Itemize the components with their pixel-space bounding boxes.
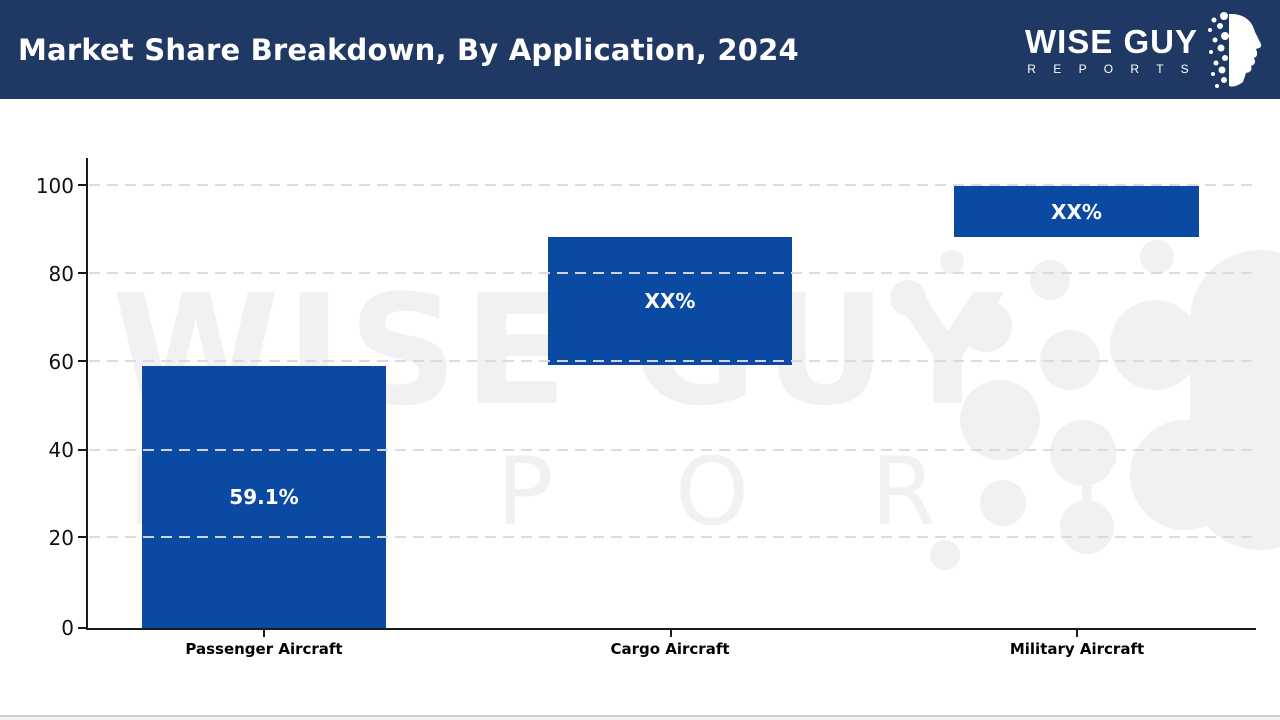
y-axis [86, 158, 88, 628]
wise-guy-logo: WISE GUY R E P O R T S [1025, 8, 1266, 92]
logo-subtitle: R E P O R T S [1027, 61, 1196, 76]
gridline-100 [89, 184, 1256, 186]
y-tick [78, 449, 86, 451]
x-label-passenger-aircraft: Passenger Aircraft [185, 640, 343, 658]
bar-military-aircraft: XX% [954, 186, 1199, 237]
y-tick-label: 20 [48, 526, 74, 550]
logo-face-icon [1208, 11, 1262, 88]
bar-cargo-aircraft: XX% [548, 237, 792, 365]
y-tick-label: 100 [35, 174, 74, 198]
y-tick [78, 536, 86, 538]
y-tick [78, 627, 86, 629]
y-tick-label: 80 [48, 262, 74, 286]
y-tick-label: 40 [48, 438, 74, 462]
bar-value-label: XX% [1051, 199, 1102, 224]
x-axis [86, 628, 1256, 630]
y-tick [78, 184, 86, 186]
logo-text: WISE GUY R E P O R T S [1025, 25, 1198, 75]
x-label-military-aircraft: Military Aircraft [1009, 640, 1145, 658]
y-tick [78, 360, 86, 362]
footer-divider [0, 715, 1280, 717]
bar-value-label: XX% [644, 289, 696, 313]
bar-value-label: 59.1% [229, 485, 299, 509]
gridline-20 [89, 536, 1256, 538]
gridline-40 [89, 449, 1256, 451]
gridline-60 [89, 360, 1256, 362]
header-bar: Market Share Breakdown, By Application, … [0, 0, 1280, 99]
x-label-cargo-aircraft: Cargo Aircraft [610, 640, 730, 658]
bar-passenger-aircraft: 59.1% [142, 366, 386, 628]
y-tick-label: 0 [61, 616, 74, 640]
x-tick [1076, 630, 1078, 637]
chart-title: Market Share Breakdown, By Application, … [18, 32, 799, 67]
x-tick [263, 630, 265, 637]
logo-wordmark: WISE GUY [1024, 22, 1198, 60]
gridline-80 [89, 272, 1256, 274]
footer-strip [0, 717, 1280, 720]
y-tick [78, 272, 86, 274]
x-tick [670, 630, 672, 637]
y-tick-label: 60 [48, 350, 74, 374]
